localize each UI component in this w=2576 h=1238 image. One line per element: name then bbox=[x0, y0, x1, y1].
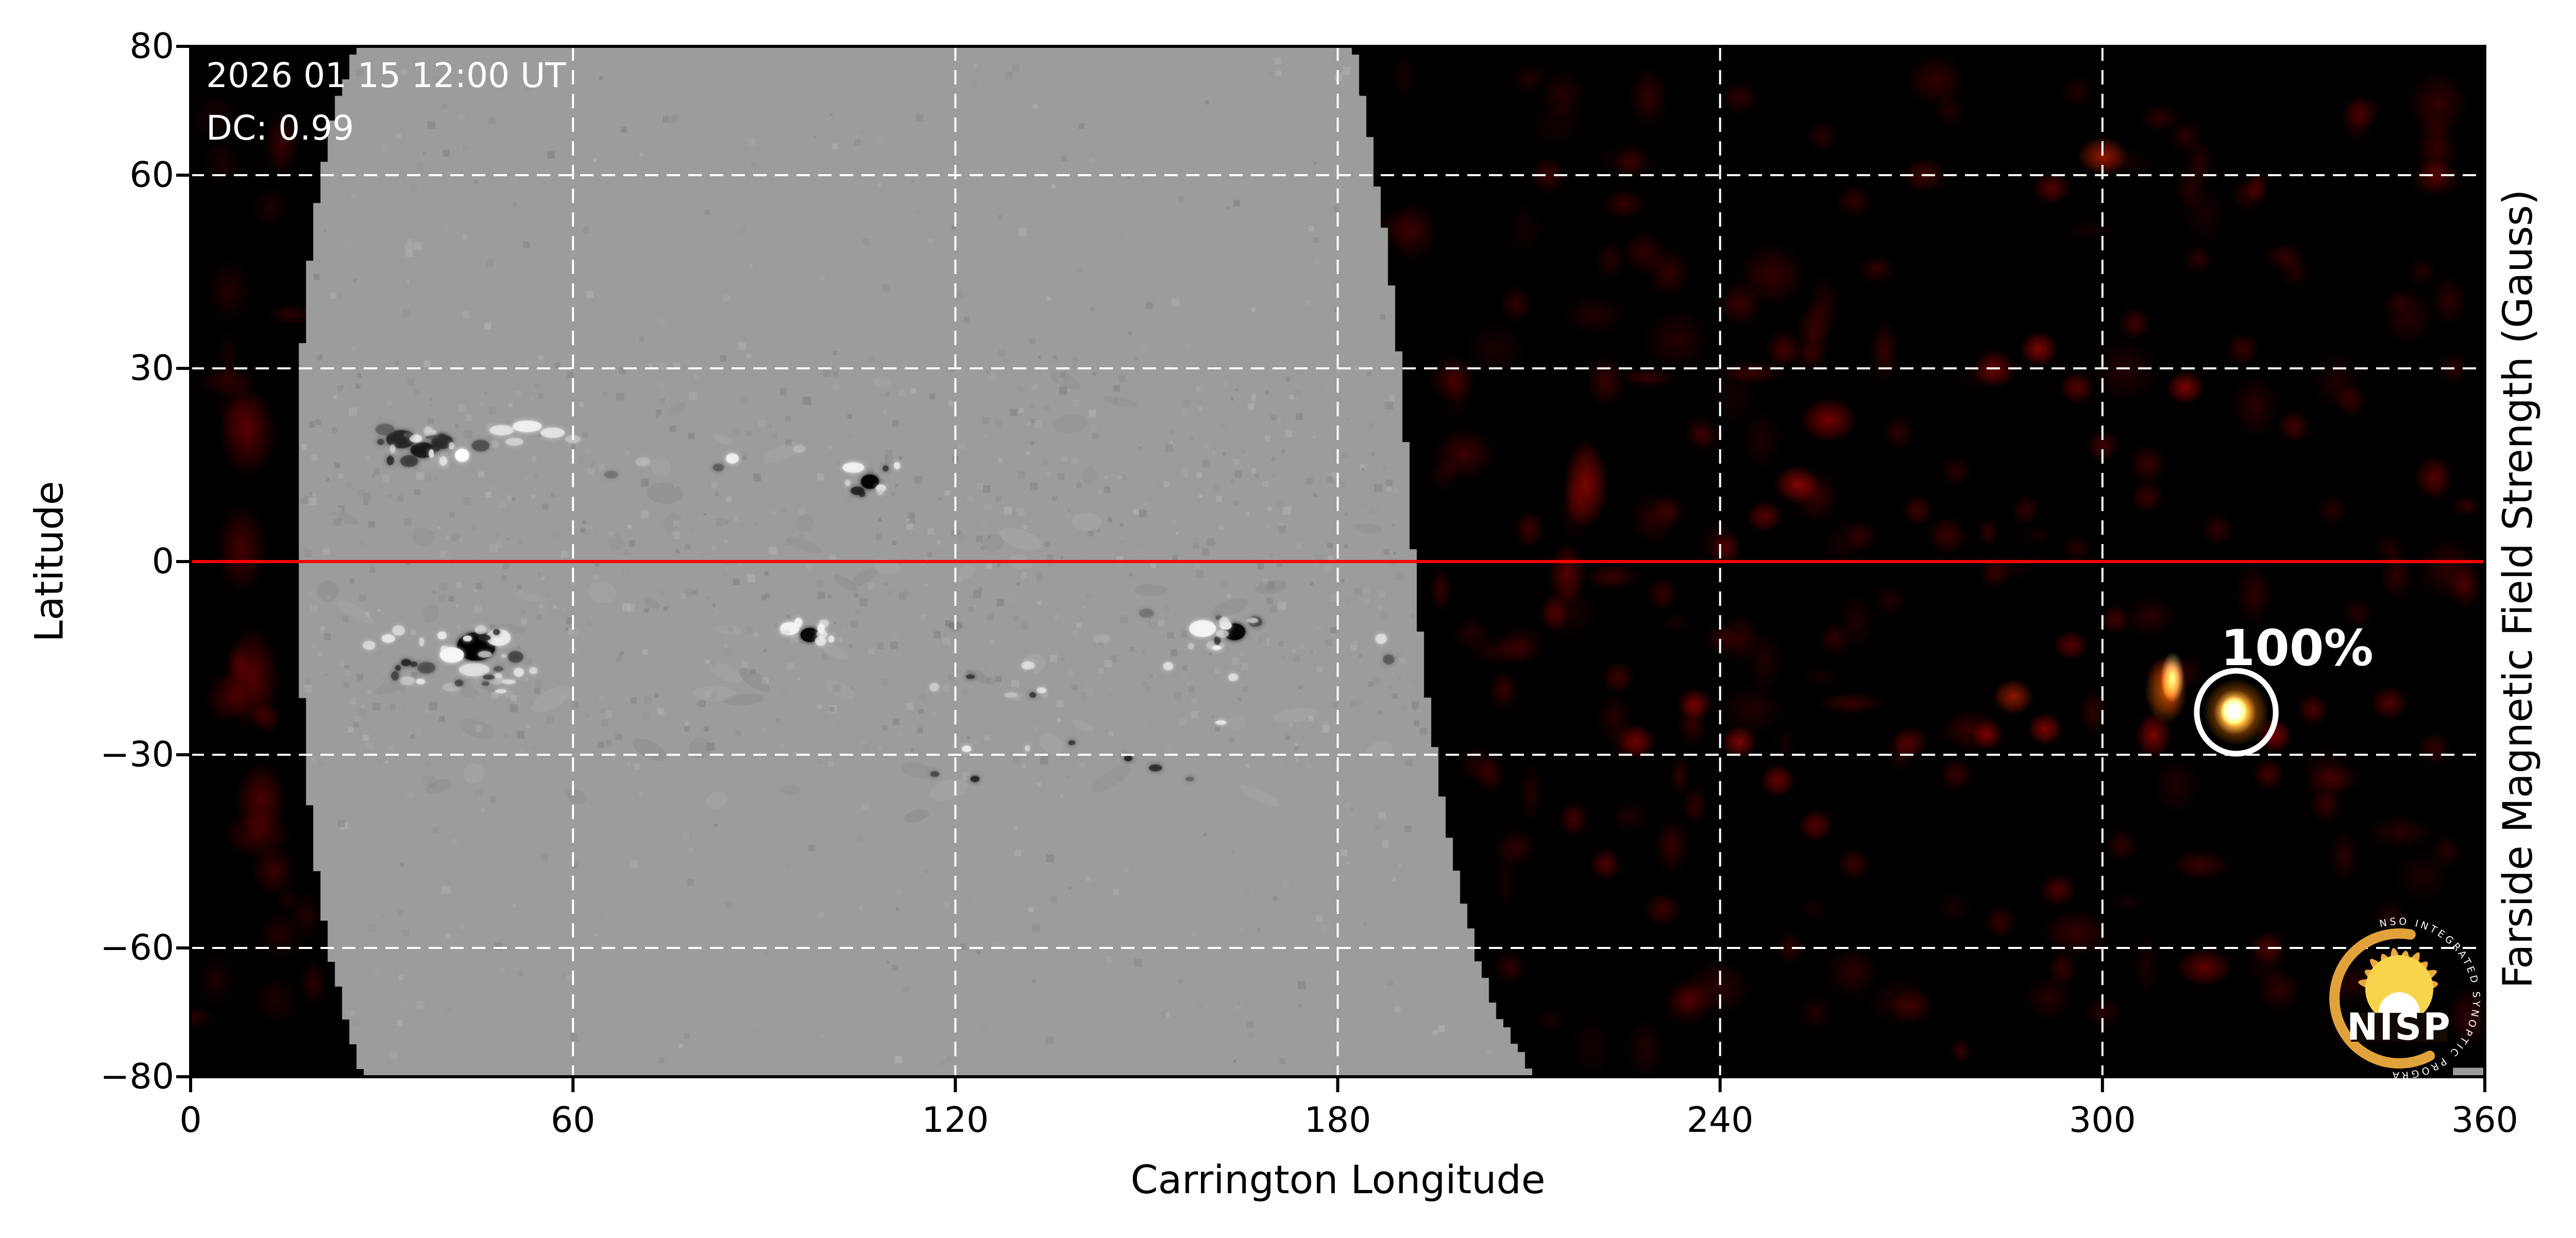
x-tick-label: 180 bbox=[1304, 1100, 1371, 1141]
duty-cycle-annotation: DC: 0.99 bbox=[206, 108, 354, 148]
y-tick-label: 60 bbox=[129, 155, 174, 196]
y-tick-label: 30 bbox=[129, 348, 174, 389]
x-tick-label: 0 bbox=[179, 1100, 202, 1141]
y-tick-label: 0 bbox=[151, 541, 174, 582]
y-tick-label: −80 bbox=[100, 1056, 174, 1097]
y-tick-label: 80 bbox=[129, 26, 174, 67]
x-tick-label: 360 bbox=[2451, 1100, 2518, 1141]
y-tick-label: −30 bbox=[100, 734, 174, 775]
date-annotation: 2026 01 15 12:00 UT bbox=[206, 56, 566, 95]
x-tick-label: 60 bbox=[550, 1100, 596, 1141]
x-tick-label: 240 bbox=[1686, 1100, 1754, 1141]
map-canvas bbox=[191, 46, 2485, 1077]
farside-colorbar-label: Farside Magnetic Field Strength (Gauss) bbox=[2495, 189, 2541, 988]
detection-label: 100% bbox=[2221, 619, 2374, 677]
x-tick-label: 300 bbox=[2069, 1100, 2136, 1141]
x-axis-label: Carrington Longitude bbox=[1130, 1157, 1546, 1202]
x-tick-label: 120 bbox=[922, 1100, 989, 1141]
y-tick-label: −60 bbox=[100, 927, 174, 969]
